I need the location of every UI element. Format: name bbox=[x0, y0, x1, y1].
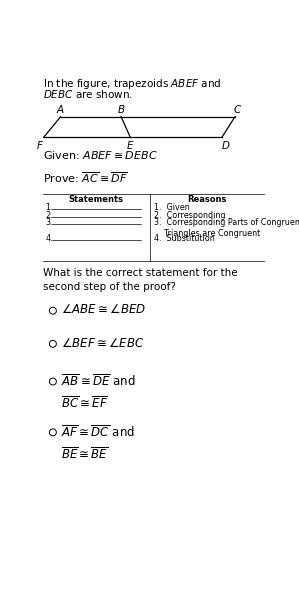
Text: 2.  Corresponding: 2. Corresponding bbox=[154, 211, 225, 220]
Text: $\overline{AF} \cong \overline{DC}$ and
$\overline{BE} \cong \overline{BE}$: $\overline{AF} \cong \overline{DC}$ and … bbox=[61, 424, 135, 462]
Text: Given: $\mathit{ABEF} \cong \mathit{DEBC}$: Given: $\mathit{ABEF} \cong \mathit{DEBC… bbox=[43, 149, 158, 161]
Text: $A$: $A$ bbox=[56, 103, 65, 115]
Text: 2.: 2. bbox=[45, 211, 53, 220]
Text: $C$: $C$ bbox=[234, 103, 243, 115]
Text: Statements: Statements bbox=[69, 195, 124, 204]
Text: $\overline{AB} \cong \overline{DE}$ and
$\overline{BC} \cong \overline{EF}$: $\overline{AB} \cong \overline{DE}$ and … bbox=[61, 373, 136, 412]
Text: $F$: $F$ bbox=[36, 139, 44, 151]
Text: 4.: 4. bbox=[45, 233, 53, 242]
Text: Reasons: Reasons bbox=[187, 195, 226, 204]
Text: 4.  Substitution: 4. Substitution bbox=[154, 233, 214, 242]
Text: 3.: 3. bbox=[45, 218, 53, 227]
Text: In the figure, trapezoids $\mathit{ABEF}$ and: In the figure, trapezoids $\mathit{ABEF}… bbox=[43, 77, 221, 91]
Text: Prove: $\overline{AC} \cong \overline{DF}$: Prove: $\overline{AC} \cong \overline{DF… bbox=[43, 170, 128, 185]
Text: $\mathit{DEBC}$ are shown.: $\mathit{DEBC}$ are shown. bbox=[43, 88, 133, 100]
Text: $D$: $D$ bbox=[221, 139, 231, 151]
Text: What is the correct statement for the
second step of the proof?: What is the correct statement for the se… bbox=[43, 268, 237, 292]
Text: $\angle BEF \cong \angle EBC$: $\angle BEF \cong \angle EBC$ bbox=[61, 337, 145, 350]
Text: 3.  Corresponding Parts of Congruent
    Triangles are Congruent: 3. Corresponding Parts of Congruent Tria… bbox=[154, 218, 299, 238]
Text: $B$: $B$ bbox=[117, 103, 125, 115]
Text: 1.: 1. bbox=[45, 203, 53, 212]
Text: 1.  Given: 1. Given bbox=[154, 203, 189, 212]
Text: $E$: $E$ bbox=[126, 139, 135, 151]
Text: $\angle ABE \cong \angle BED$: $\angle ABE \cong \angle BED$ bbox=[61, 304, 147, 316]
